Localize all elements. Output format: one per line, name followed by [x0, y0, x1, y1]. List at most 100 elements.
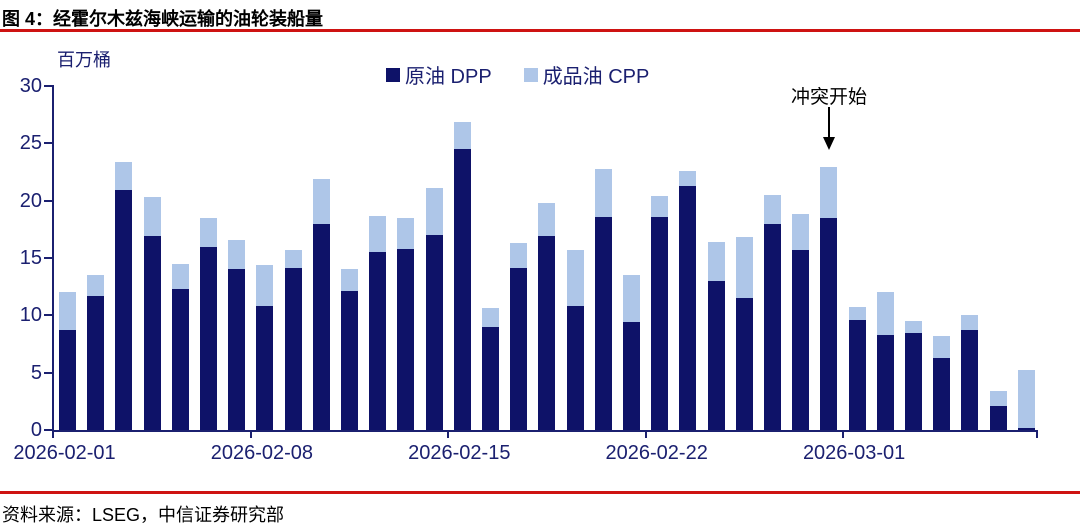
cpp-segment — [115, 161, 133, 191]
down-arrow-icon — [823, 107, 835, 150]
bar-2026-03-01 — [848, 307, 866, 430]
dpp-segment — [228, 269, 246, 430]
bar-2026-02-13 — [397, 217, 415, 430]
y-tick-mark — [44, 142, 52, 145]
cpp-segment — [848, 307, 866, 320]
y-axis-line — [52, 85, 54, 438]
dpp-segment — [538, 236, 556, 430]
cpp-segment — [566, 249, 584, 307]
x-tick-mark — [249, 430, 252, 438]
dpp-segment — [735, 298, 753, 430]
bar-2026-02-01 — [59, 292, 76, 430]
legend-label: 原油 DPP — [405, 66, 492, 88]
dpp-segment — [623, 322, 640, 430]
x-axis-end-tick — [1036, 430, 1038, 438]
bar-2026-03-07 — [1017, 370, 1035, 430]
dpp-segment — [341, 291, 358, 430]
dpp-segment — [115, 190, 133, 430]
y-tick-label: 15 — [19, 247, 42, 269]
cpp-segment — [933, 335, 951, 358]
x-tick-mark — [842, 430, 844, 438]
dpp-segment — [961, 330, 979, 430]
cpp-segment — [538, 202, 556, 237]
bar-2026-02-05 — [171, 263, 189, 430]
dpp-segment — [876, 334, 894, 430]
bottom-red-rule — [0, 491, 1080, 494]
dpp-segment — [905, 332, 922, 430]
bar-2026-02-27 — [792, 214, 810, 430]
x-tick-label: 2026-03-01 — [802, 442, 906, 464]
dpp-segment — [59, 330, 76, 430]
cpp-segment — [1017, 370, 1035, 428]
dpp-segment — [87, 295, 105, 430]
y-tick-mark — [44, 257, 52, 259]
cpp-segment — [425, 188, 443, 236]
cpp-segment — [312, 178, 330, 224]
bar-2026-03-04 — [933, 335, 951, 430]
dpp-segment — [312, 223, 330, 430]
cpp-segment — [171, 263, 189, 289]
bar-2026-02-20 — [594, 168, 612, 430]
x-tick-label: 2026-02-15 — [408, 442, 511, 464]
y-tick-mark — [44, 314, 52, 317]
cpp-segment — [482, 308, 499, 327]
cpp-segment — [200, 217, 217, 247]
bar-2026-02-16 — [482, 308, 499, 430]
dpp-segment — [933, 357, 951, 430]
legend-item-cpp: 成品油 CPP — [523, 60, 649, 89]
dpp-segment — [651, 216, 669, 430]
bar-2026-02-12 — [369, 215, 387, 430]
cpp-segment — [256, 264, 274, 307]
cpp-segment — [905, 321, 922, 333]
y-tick-mark — [44, 371, 52, 374]
dpp-segment — [1017, 427, 1035, 430]
bar-2026-03-02 — [876, 292, 894, 430]
y-tick-label: 10 — [19, 304, 42, 327]
cpp-segment — [87, 275, 105, 296]
bar-2026-02-17 — [510, 243, 528, 430]
cpp-segment — [369, 215, 387, 253]
cpp-segment — [59, 292, 76, 331]
top-red-rule — [0, 29, 1080, 32]
bar-2026-02-06 — [200, 217, 217, 430]
legend-item-dpp: 原油 DPP — [386, 60, 492, 89]
cpp-segment — [876, 292, 894, 335]
x-tick-label: 2026-02-01 — [13, 442, 116, 464]
y-tick-label: 5 — [30, 361, 42, 384]
dpp-segment — [171, 288, 189, 430]
dpp-segment — [453, 149, 471, 430]
x-tick-mark — [644, 430, 647, 438]
cpp-segment — [961, 315, 979, 331]
bar-2026-02-07 — [228, 239, 246, 430]
bar-2026-02-08 — [256, 264, 274, 430]
dpp-segment — [397, 248, 415, 430]
conflict-annotation-label: 冲突开始 — [790, 87, 867, 108]
y-tick-label: 0 — [30, 419, 42, 441]
cpp-segment — [397, 217, 415, 249]
y-tick-mark — [44, 85, 52, 87]
bar-2026-02-25 — [735, 237, 753, 430]
legend-swatch-icon — [523, 67, 538, 82]
dpp-segment — [594, 216, 612, 430]
y-tick-mark — [44, 429, 52, 431]
x-tick-label: 2026-02-22 — [605, 442, 708, 464]
dpp-segment — [764, 223, 781, 430]
bar-2026-02-24 — [707, 241, 725, 430]
cpp-segment — [989, 391, 1007, 406]
bar-2026-02-04 — [143, 197, 161, 430]
dpp-segment — [707, 280, 725, 430]
bar-2026-02-03 — [115, 161, 133, 430]
cpp-segment — [341, 269, 358, 292]
cpp-segment — [143, 197, 161, 237]
y-tick-label: 20 — [19, 189, 42, 212]
dpp-segment — [820, 217, 838, 430]
cpp-segment — [594, 168, 612, 217]
y-axis-unit-label: 百万桶 — [57, 50, 111, 70]
bar-2026-02-14 — [425, 188, 443, 430]
bar-2026-02-23 — [679, 170, 697, 430]
cpp-segment — [707, 241, 725, 281]
dpp-segment — [510, 268, 528, 430]
dpp-segment — [989, 405, 1007, 430]
